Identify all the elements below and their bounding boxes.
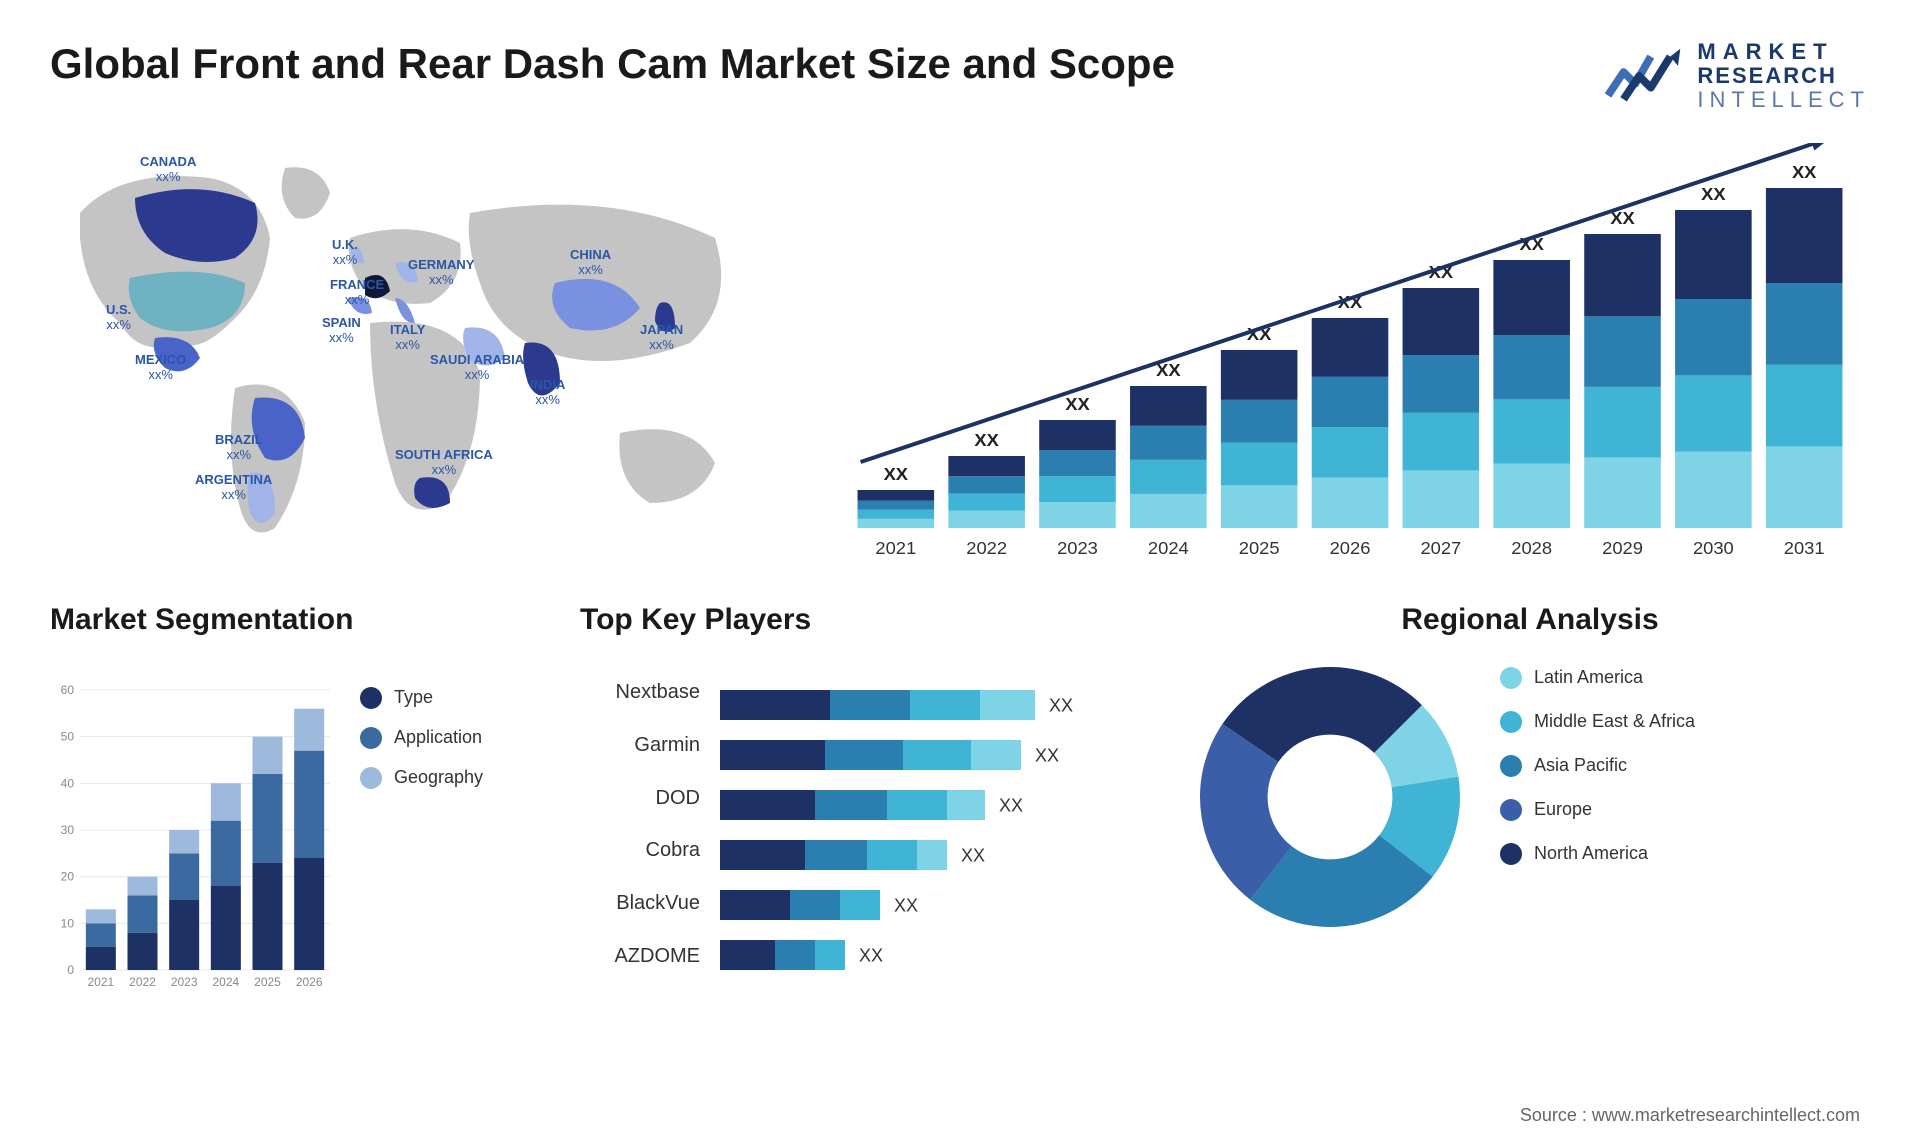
map-label: ITALYxx% xyxy=(390,323,425,353)
legend-item: Middle East & Africa xyxy=(1500,711,1695,733)
logo-text-1: MARKET xyxy=(1697,40,1870,64)
map-label: SOUTH AFRICAxx% xyxy=(395,448,493,478)
logo-icon xyxy=(1603,41,1683,111)
svg-text:2028: 2028 xyxy=(1511,538,1552,558)
brand-logo: MARKET RESEARCH INTELLECT xyxy=(1603,40,1870,113)
players-title: Top Key Players xyxy=(580,603,1140,637)
legend-item: Latin America xyxy=(1500,667,1695,689)
svg-text:XX: XX xyxy=(1065,394,1089,414)
logo-text-2: RESEARCH xyxy=(1697,64,1870,88)
player-name: Nextbase xyxy=(580,681,700,704)
map-label: JAPANxx% xyxy=(640,323,683,353)
map-label: CHINAxx% xyxy=(570,248,611,278)
players-panel: Top Key Players Nextbase Garmin DOD Cobra Bl… xyxy=(580,603,1140,1023)
legend-item: Geography xyxy=(360,767,483,789)
segmentation-panel: Market Segmentation 0 10 20 30 40 50 60 2021 202… xyxy=(50,603,530,1023)
segmentation-title: Market Segmentation xyxy=(50,603,530,637)
svg-text:XX: XX xyxy=(884,464,908,484)
map-label: U.K.xx% xyxy=(332,238,358,268)
svg-text:2025: 2025 xyxy=(254,975,281,989)
svg-text:XX: XX xyxy=(1049,695,1073,715)
svg-text:40: 40 xyxy=(61,776,75,790)
growth-bar-chart: 2021XX2022XX2023XX2024XX2025XX2026XX2027… xyxy=(830,143,1870,563)
legend-item: Type xyxy=(360,687,483,709)
page-title: Global Front and Rear Dash Cam Market Si… xyxy=(50,40,1175,88)
map-label: ARGENTINAxx% xyxy=(195,473,272,503)
svg-text:XX: XX xyxy=(999,795,1023,815)
svg-text:2023: 2023 xyxy=(1057,538,1098,558)
svg-text:2029: 2029 xyxy=(1602,538,1643,558)
map-label: GERMANYxx% xyxy=(408,258,474,288)
svg-text:0: 0 xyxy=(67,963,74,977)
svg-text:50: 50 xyxy=(61,729,75,743)
map-label: BRAZILxx% xyxy=(215,433,263,463)
map-label: U.S.xx% xyxy=(106,303,131,333)
svg-text:XX: XX xyxy=(961,845,985,865)
svg-text:2021: 2021 xyxy=(87,975,114,989)
svg-text:10: 10 xyxy=(61,916,75,930)
legend-item: Europe xyxy=(1500,799,1695,821)
svg-text:2030: 2030 xyxy=(1693,538,1734,558)
player-name: Cobra xyxy=(580,839,700,862)
player-name: BlackVue xyxy=(580,892,700,915)
svg-text:XX: XX xyxy=(1035,745,1059,765)
svg-text:2021: 2021 xyxy=(875,538,916,558)
map-label: SAUDI ARABIAxx% xyxy=(430,353,524,383)
player-name: Garmin xyxy=(580,734,700,757)
svg-text:60: 60 xyxy=(61,683,75,697)
player-name: DOD xyxy=(580,787,700,810)
svg-text:2024: 2024 xyxy=(212,975,239,989)
player-name: AZDOME xyxy=(580,945,700,968)
svg-text:2022: 2022 xyxy=(129,975,156,989)
svg-text:2022: 2022 xyxy=(966,538,1007,558)
regional-title: Regional Analysis xyxy=(1190,603,1870,637)
map-label: INDIAxx% xyxy=(530,378,565,408)
svg-text:2025: 2025 xyxy=(1239,538,1280,558)
world-map: CANADAxx% U.S.xx%MEXICOxx% BRAZILxx% ARGENT… xyxy=(50,143,770,563)
map-label: CANADAxx% xyxy=(140,155,196,185)
legend-item: North America xyxy=(1500,843,1695,865)
map-label: SPAINxx% xyxy=(322,316,361,346)
legend-item: Application xyxy=(360,727,483,749)
regional-panel: Regional Analysis Latin America Middle Ea… xyxy=(1190,603,1870,1023)
svg-text:XX: XX xyxy=(859,945,883,965)
legend-item: Asia Pacific xyxy=(1500,755,1695,777)
map-label: MEXICOxx% xyxy=(135,353,186,383)
svg-text:30: 30 xyxy=(61,823,75,837)
svg-text:XX: XX xyxy=(894,895,918,915)
svg-text:2024: 2024 xyxy=(1148,538,1189,558)
svg-text:2026: 2026 xyxy=(296,975,323,989)
svg-text:2023: 2023 xyxy=(171,975,198,989)
source-attribution: Source : www.marketresearchintellect.com xyxy=(1520,1105,1860,1126)
svg-text:20: 20 xyxy=(61,869,75,883)
svg-text:XX: XX xyxy=(1792,162,1816,182)
svg-text:XX: XX xyxy=(1701,184,1725,204)
svg-text:XX: XX xyxy=(974,430,998,450)
svg-text:2027: 2027 xyxy=(1420,538,1461,558)
svg-text:2031: 2031 xyxy=(1784,538,1825,558)
map-label: FRANCExx% xyxy=(330,278,384,308)
logo-text-3: INTELLECT xyxy=(1697,88,1870,112)
svg-text:2026: 2026 xyxy=(1330,538,1371,558)
